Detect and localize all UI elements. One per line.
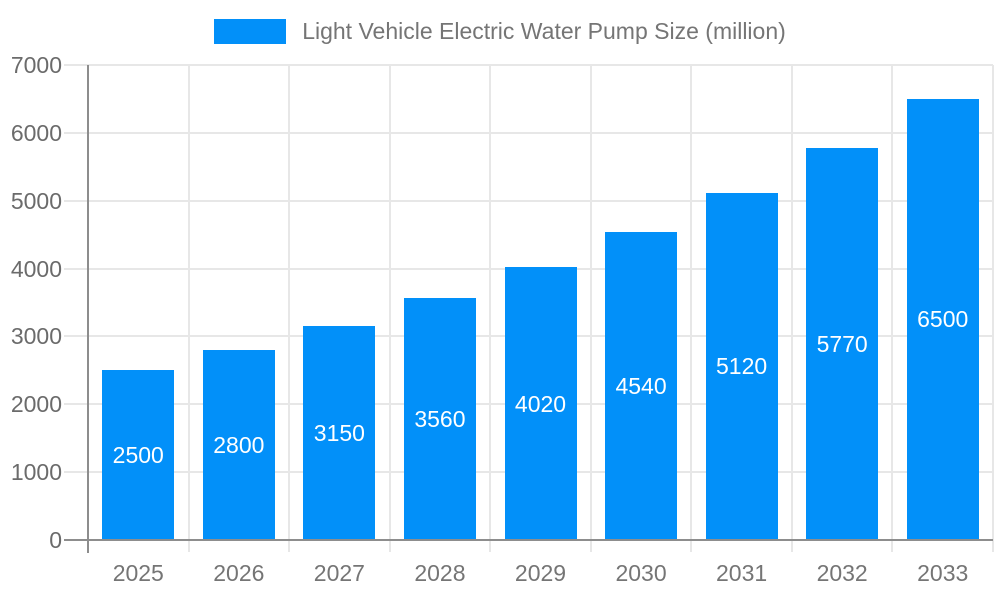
x-tick-label: 2030 [615, 560, 667, 586]
x-axis-tick [992, 540, 994, 552]
x-axis-tick [690, 540, 693, 552]
legend-swatch [214, 18, 287, 44]
y-axis-line [87, 65, 89, 553]
v-grid-line [388, 65, 391, 540]
bar[interactable] [906, 98, 979, 540]
x-axis-tick [388, 540, 391, 552]
bar-value-label: 4020 [514, 390, 567, 417]
x-tick-label: 2025 [112, 560, 164, 586]
x-tick-label: 2031 [716, 560, 768, 586]
legend-label: Light Vehicle Electric Water Pump Size (… [302, 17, 786, 44]
bar-value-label: 3560 [414, 406, 466, 433]
y-tick-label: 5000 [10, 187, 62, 214]
x-axis-tick [489, 540, 492, 552]
bar[interactable] [705, 192, 778, 540]
x-axis-tick [891, 540, 894, 552]
y-grid-line [64, 199, 993, 202]
bar[interactable] [806, 148, 879, 540]
bar-value-label: 2500 [112, 442, 164, 469]
bar[interactable] [504, 267, 577, 540]
bar[interactable] [202, 350, 275, 540]
bar-value-label: 5120 [716, 353, 768, 380]
bar-value-label: 6500 [917, 306, 969, 333]
x-tick-label: 2032 [816, 560, 868, 586]
v-grid-line [891, 65, 894, 540]
y-tick-label: 7000 [10, 52, 62, 78]
y-tick-label: 0 [49, 527, 62, 553]
x-axis-tick [589, 540, 592, 552]
x-tick-label: 2028 [414, 560, 466, 586]
v-grid-line [992, 65, 994, 540]
y-tick-label: 6000 [10, 119, 62, 146]
v-grid-line [187, 65, 190, 540]
y-tick-label: 3000 [10, 323, 62, 350]
y-tick-label: 4000 [10, 255, 62, 282]
x-axis-tick [790, 540, 793, 552]
x-axis-tick [187, 540, 190, 552]
bar[interactable] [102, 370, 175, 540]
y-grid-line [64, 131, 993, 134]
y-tick-label: 1000 [10, 459, 62, 486]
bar-value-label: 2800 [213, 432, 265, 458]
x-axis-tick [288, 540, 291, 552]
v-grid-line [489, 65, 492, 540]
y-tick-label: 2000 [10, 391, 62, 418]
v-grid-line [288, 65, 291, 540]
x-axis-line [64, 539, 993, 541]
chart-legend: Light Vehicle Electric Water Pump Size (… [0, 14, 1000, 48]
v-grid-line [690, 65, 693, 540]
v-grid-line [790, 65, 793, 540]
v-grid-line [589, 65, 592, 540]
y-grid-line [64, 64, 993, 66]
bar[interactable] [403, 298, 476, 540]
bar[interactable] [303, 326, 376, 540]
bar[interactable] [605, 231, 678, 540]
x-tick-label: 2033 [917, 560, 969, 586]
bar-value-label: 4540 [615, 372, 667, 399]
x-tick-label: 2029 [514, 560, 567, 586]
bar-value-label: 5770 [816, 331, 868, 358]
bar-value-label: 3150 [313, 420, 365, 447]
x-tick-label: 2027 [313, 560, 365, 586]
x-tick-label: 2026 [213, 560, 265, 586]
